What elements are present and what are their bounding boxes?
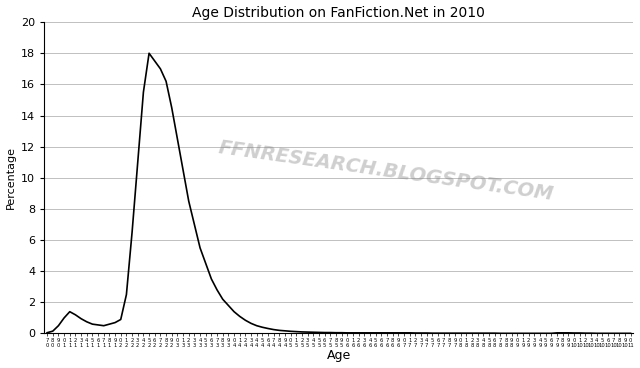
Text: FFNRESEARCH.BLOGSPOT.COM: FFNRESEARCH.BLOGSPOT.COM — [217, 139, 555, 205]
Y-axis label: Percentage: Percentage — [6, 146, 15, 209]
X-axis label: Age: Age — [327, 350, 351, 362]
Title: Age Distribution on FanFiction.Net in 2010: Age Distribution on FanFiction.Net in 20… — [193, 6, 485, 20]
